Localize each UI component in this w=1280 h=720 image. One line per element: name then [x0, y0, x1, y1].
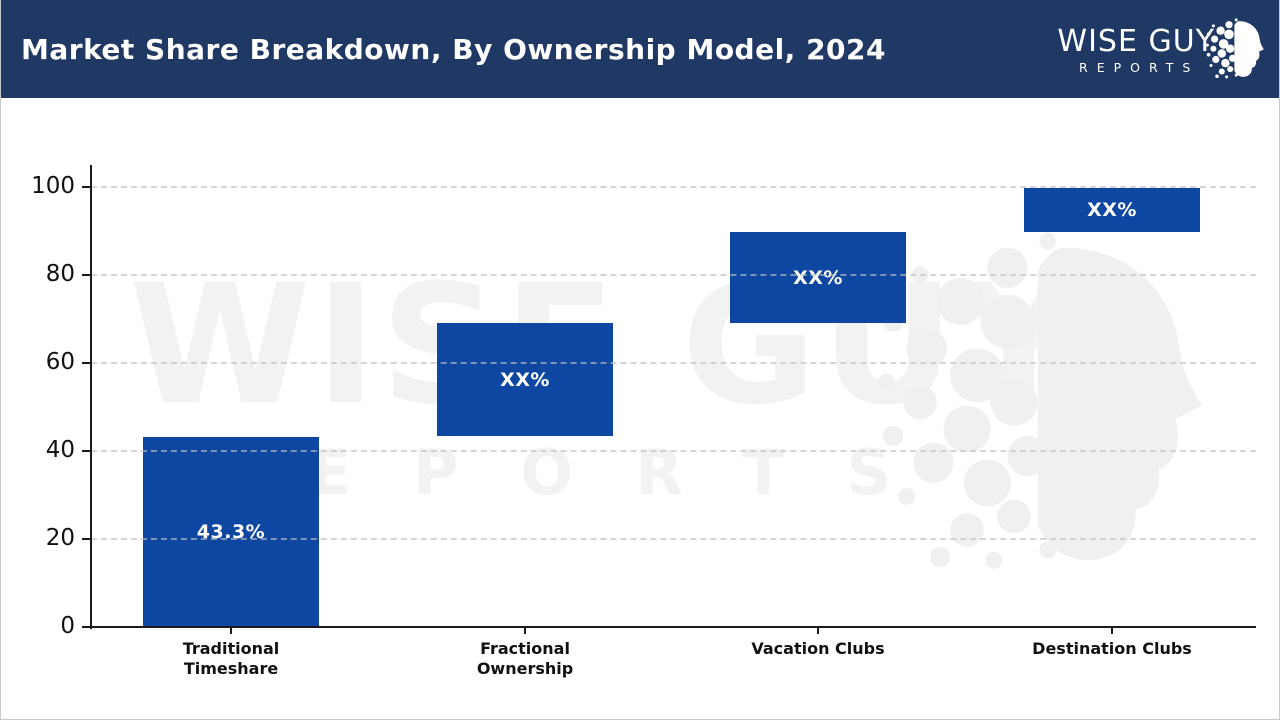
y-tick-label: 100: [31, 173, 75, 199]
y-tick-mark: [82, 538, 91, 540]
category-label: Fractional Ownership: [415, 639, 635, 679]
y-tick-mark: [82, 186, 91, 188]
y-axis-line: [90, 165, 92, 629]
category-label-line: Ownership: [476, 659, 574, 678]
bar-segment: XX%: [437, 323, 613, 437]
category-label-line: Fractional: [480, 639, 570, 658]
brand-subtitle: REPORTS: [1079, 59, 1200, 75]
y-gridline: [91, 274, 1256, 276]
category-label: Destination Clubs: [1002, 639, 1222, 659]
header-bar: Market Share Breakdown, By Ownership Mod…: [1, 0, 1279, 98]
y-tick-label: 20: [45, 525, 75, 551]
page-title: Market Share Breakdown, By Ownership Mod…: [21, 32, 886, 66]
x-tick-mark: [230, 627, 232, 634]
category-label-line: Timeshare: [183, 659, 279, 678]
y-tick-mark: [82, 626, 91, 628]
x-tick-mark: [1111, 627, 1113, 634]
category-label-line: Traditional: [182, 639, 280, 658]
x-axis-line: [89, 626, 1256, 628]
y-tick-mark: [82, 362, 91, 364]
watermark-head-icon: [873, 226, 1209, 582]
brand-name: WISE GUY: [1057, 23, 1215, 59]
bar-value-label: XX%: [500, 368, 550, 391]
bar-value-label: XX%: [793, 266, 843, 289]
x-tick-mark: [524, 627, 526, 634]
bar-value-label: XX%: [1087, 198, 1137, 221]
y-tick-label: 80: [45, 261, 75, 287]
bar-segment: 43.3%: [143, 436, 319, 627]
category-label-line: Destination Clubs: [1032, 639, 1192, 658]
x-tick-mark: [817, 627, 819, 634]
y-tick-label: 40: [45, 437, 75, 463]
y-tick-mark: [82, 450, 91, 452]
y-tick-label: 0: [60, 613, 75, 639]
bar-segment: XX%: [1024, 187, 1200, 232]
bar-segment: XX%: [730, 231, 906, 324]
category-label: Vacation Clubs: [708, 639, 928, 659]
y-gridline: [91, 186, 1256, 188]
bar-value-label: 43.3%: [196, 520, 266, 543]
brand-logo: WISE GUY REPORTS: [1057, 11, 1265, 87]
y-tick-label: 60: [45, 349, 75, 375]
y-gridline: [91, 450, 1256, 452]
brand-logo-text: WISE GUY REPORTS: [1057, 24, 1215, 75]
y-gridline: [91, 538, 1256, 540]
y-gridline: [91, 362, 1256, 364]
category-label: Traditional Timeshare: [121, 639, 341, 679]
y-tick-mark: [82, 274, 91, 276]
category-label-line: Vacation Clubs: [751, 639, 885, 658]
